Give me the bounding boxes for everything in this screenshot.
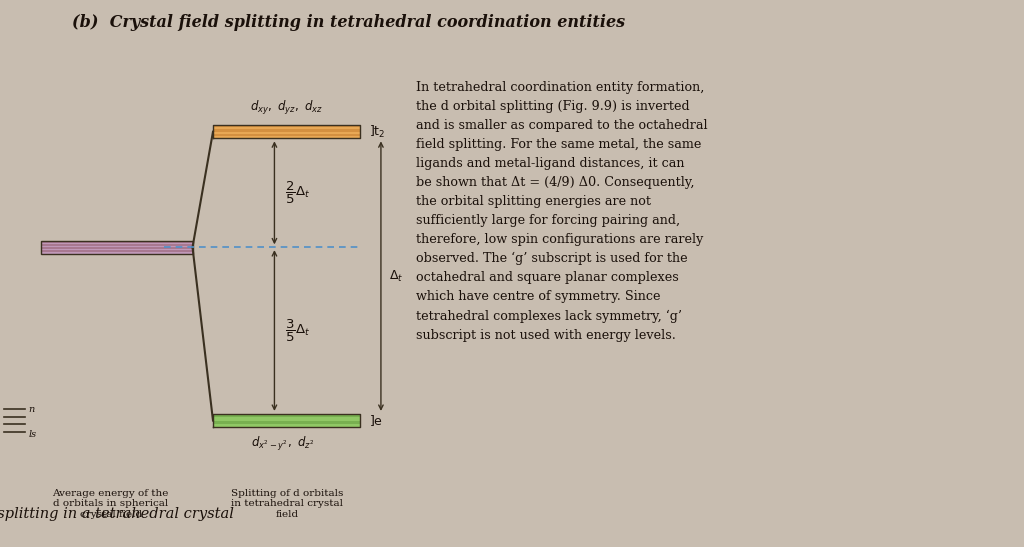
- Text: In tetrahedral coordination entity formation,
the d orbital splitting (Fig. 9.9): In tetrahedral coordination entity forma…: [416, 81, 708, 342]
- Text: $d_{xy},\ d_{yz},\ d_{xz}$: $d_{xy},\ d_{yz},\ d_{xz}$: [250, 99, 324, 117]
- Text: $\dfrac{3}{5}\Delta_t$: $\dfrac{3}{5}\Delta_t$: [285, 317, 310, 344]
- Text: ls: ls: [29, 430, 37, 439]
- Text: $\Delta_t$: $\Delta_t$: [389, 269, 403, 284]
- Text: (b)  Crystal field splitting in tetrahedral coordination entities: (b) Crystal field splitting in tetrahedr…: [72, 14, 625, 31]
- Text: $d_{x^2-y^2},\ d_{z^2}$: $d_{x^2-y^2},\ d_{z^2}$: [251, 435, 314, 453]
- Text: Splitting of d orbitals
in tetrahedral crystal
field: Splitting of d orbitals in tetrahedral c…: [230, 489, 343, 519]
- Text: $\mathrm{] t_2}$: $\mathrm{] t_2}$: [369, 124, 385, 140]
- Text: $\mathrm{] e}$: $\mathrm{] e}$: [369, 413, 383, 428]
- Text: $\dfrac{2}{5}\Delta_t$: $\dfrac{2}{5}\Delta_t$: [285, 180, 310, 206]
- Text: Average energy of the
d orbitals in spherical
crystal field: Average energy of the d orbitals in sphe…: [52, 489, 169, 519]
- Text: n: n: [29, 405, 35, 414]
- Text: l splitting in a tetrahedral crystal: l splitting in a tetrahedral crystal: [0, 507, 233, 521]
